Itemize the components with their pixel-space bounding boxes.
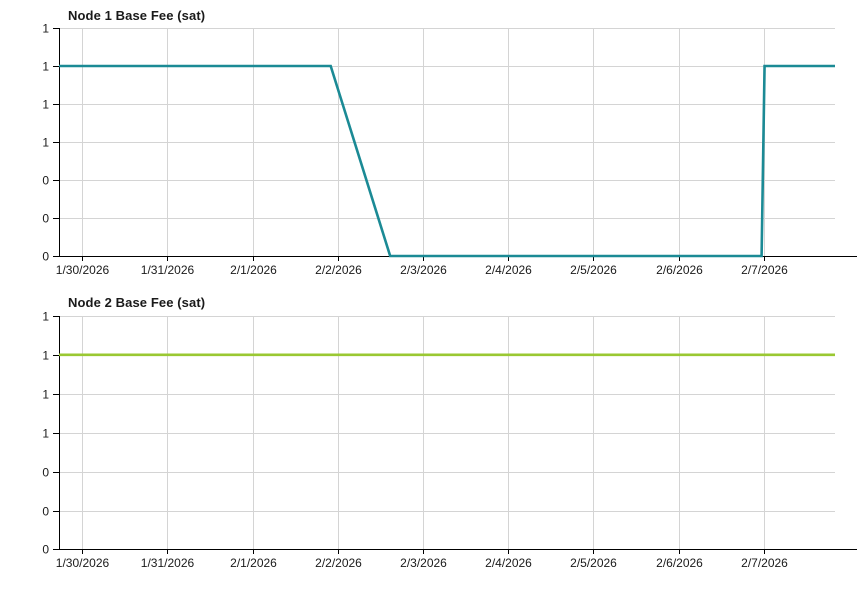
y-axis-tick-label: 0 xyxy=(42,543,49,557)
y-axis-tick-label: 0 xyxy=(42,250,49,264)
y-axis-tick-label: 1 xyxy=(42,22,49,36)
x-axis-tick-label: 2/1/2026 xyxy=(230,556,277,570)
x-axis-tick-label: 1/30/2026 xyxy=(56,263,110,277)
y-axis-tick-label: 1 xyxy=(42,349,49,363)
y-axis-tick-label: 1 xyxy=(42,310,49,324)
chart-title-node-1: Node 1 Base Fee (sat) xyxy=(68,8,206,23)
y-axis-tick-label: 0 xyxy=(42,505,49,519)
y-axis-tick-label: 1 xyxy=(42,388,49,402)
plot-area-node-1: 1 1 1 1 0 0 0 1/30/2026 1/31/2026 2/1/2026 2/2/202… xyxy=(42,22,857,277)
y-axis-tick-label: 0 xyxy=(42,212,49,226)
x-axis-tick-label: 2/5/2026 xyxy=(570,556,617,570)
series-line xyxy=(59,64,835,258)
y-axis-tick-label: 1 xyxy=(42,98,49,112)
x-axis-tick-label: 2/7/2026 xyxy=(741,556,788,570)
y-axis-tick-label: 1 xyxy=(42,427,49,441)
y-axis-tick-label: 0 xyxy=(42,174,49,188)
chart-title-node-2: Node 2 Base Fee (sat) xyxy=(68,295,206,310)
y-axis-tick-label: 1 xyxy=(42,136,49,150)
x-axis-tick-label: 2/2/2026 xyxy=(315,556,362,570)
x-axis-tick-label: 2/5/2026 xyxy=(570,263,617,277)
plot-area-node-2: 1 1 1 1 0 0 0 1/30/2026 1/31/2026 2/1/2026 2/2/202… xyxy=(42,310,857,570)
x-axis-tick-label: 1/31/2026 xyxy=(141,263,195,277)
x-axis-tick-label: 1/30/2026 xyxy=(56,556,110,570)
x-axis-tick-label: 2/1/2026 xyxy=(230,263,277,277)
chart-panel-node-1: Node 1 Base Fee (sat) 1 1 1 1 0 0 0 1/30/2026 1/… xyxy=(0,0,860,290)
x-axis-tick-label: 2/3/2026 xyxy=(400,263,447,277)
x-axis-tick-label: 1/31/2026 xyxy=(141,556,195,570)
y-axis-tick-label: 1 xyxy=(42,60,49,74)
x-axis-tick-label: 2/7/2026 xyxy=(741,263,788,277)
y-axis-tick-label: 0 xyxy=(42,466,49,480)
x-axis-tick-label: 2/6/2026 xyxy=(656,556,703,570)
x-axis-tick-label: 2/2/2026 xyxy=(315,263,362,277)
x-axis-tick-label: 2/4/2026 xyxy=(485,556,532,570)
x-axis-tick-label: 2/6/2026 xyxy=(656,263,703,277)
x-axis-tick-label: 2/3/2026 xyxy=(400,556,447,570)
x-axis-tick-label: 2/4/2026 xyxy=(485,263,532,277)
chart-panel-node-2: Node 2 Base Fee (sat) 1 1 1 1 0 0 0 1/30/2026 1/… xyxy=(0,290,860,600)
